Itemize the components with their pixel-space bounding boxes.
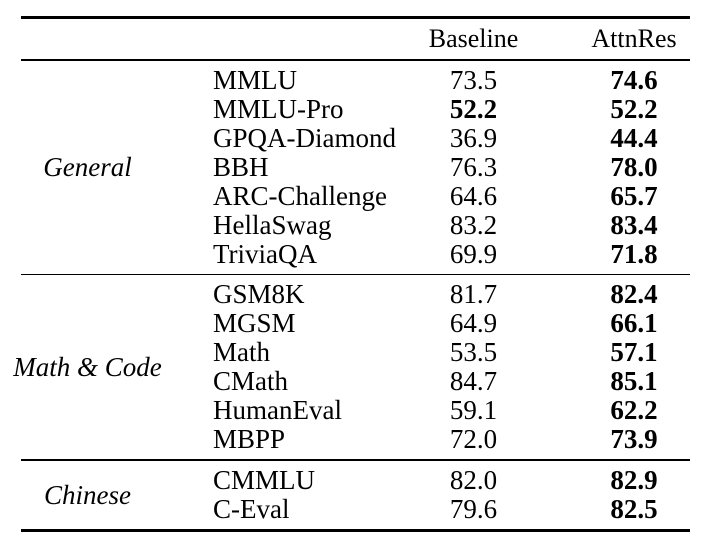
baseline-value: 72.0 [449,424,498,455]
section-separator-rule [21,459,690,462]
baseline-value: 69.9 [449,238,498,269]
baseline-value: 64.9 [449,308,498,339]
benchmark-name: GSM8K [213,279,305,310]
attnres-value: 78.0 [610,151,658,182]
baseline-value: 81.7 [449,279,498,310]
attnres-value: 71.8 [610,238,658,269]
baseline-value: 52.2 [449,93,498,124]
attnres-value: 83.4 [610,209,658,240]
table-bottom-rule [21,529,690,533]
benchmark-name: MMLU-Pro [213,93,344,124]
column-header-baseline: Baseline [428,24,519,53]
benchmark-name: GPQA-Diamond [213,122,396,153]
table-row: ARC-Challenge 64.6 65.7 [21,180,690,211]
group-label: General [43,151,132,182]
baseline-value: 79.6 [449,494,498,525]
table-row: GSM8K 81.7 82.4 [21,280,690,309]
table-row: Math 53.5 57.1 [21,338,690,367]
column-header-attnres: AttnRes [591,24,677,53]
baseline-value: 36.9 [449,122,498,153]
benchmark-name: TriviaQA [213,238,318,269]
group-label: Math & Code [13,351,162,382]
attnres-value: 82.5 [610,494,658,525]
benchmark-name: ARC-Challenge [213,180,387,211]
table-row: MMLU 73.5 74.6 [21,64,690,95]
benchmark-name: MGSM [213,308,296,339]
attnres-value: 85.1 [610,366,658,397]
baseline-value: 76.3 [449,151,498,182]
baseline-value: 84.7 [449,366,498,397]
benchmark-name: Math [213,337,270,368]
attnres-value: 44.4 [610,122,658,153]
table-header-row: Baseline AttnRes [21,19,690,59]
benchmark-name: BBH [213,151,269,182]
table-row: BBH 76.3 78.0 [21,151,690,182]
attnres-value: 82.9 [610,465,658,496]
table-row: MMLU-Pro 52.2 52.2 [21,93,690,124]
benchmark-name: CMMLU [213,465,316,496]
header-separator-rule [21,59,690,61]
attnres-value: 65.7 [610,180,658,211]
table-row: MBPP 72.0 73.9 [21,425,690,454]
benchmark-name: CMath [213,366,289,397]
benchmark-name: HellaSwag [213,209,332,240]
group-label: Chinese [44,479,131,510]
attnres-value: 52.2 [610,93,658,124]
baseline-value: 59.1 [449,395,498,426]
section-chinese: Chinese CMMLU 82.0 82.9 C-Eval 79.6 82.5 [21,461,690,529]
benchmark-results-table: Baseline AttnRes General MMLU 73.5 74.6 … [13,16,690,533]
table-top-rule [21,16,690,19]
attnres-value: 62.2 [610,395,658,426]
table-row: TriviaQA 69.9 71.8 [21,238,690,269]
section-math-code: Math & Code GSM8K 81.7 82.4 MGSM 64.9 66… [13,275,690,459]
baseline-value: 83.2 [449,209,498,240]
benchmark-name: HumanEval [213,395,342,426]
table-row: CMath 84.7 85.1 [21,367,690,396]
table-row: CMMLU 82.0 82.9 [21,466,690,495]
table-row: HellaSwag 83.2 83.4 [21,209,690,240]
section-separator-rule [21,273,690,276]
table-row: HumanEval 59.1 62.2 [21,396,690,425]
benchmark-name: MBPP [213,424,286,455]
attnres-value: 82.4 [610,279,658,310]
attnres-value: 57.1 [610,337,658,368]
attnres-value: 74.6 [610,64,658,95]
baseline-value: 82.0 [449,465,498,496]
table-row: GPQA-Diamond 36.9 44.4 [21,122,690,153]
table-row: MGSM 64.9 66.1 [21,309,690,338]
section-general: General MMLU 73.5 74.6 MMLU-Pro 52.2 52.… [21,61,690,274]
baseline-value: 64.6 [449,180,498,211]
attnres-value: 66.1 [610,308,658,339]
attnres-value: 73.9 [610,424,658,455]
benchmark-name: C-Eval [213,494,290,525]
baseline-value: 73.5 [449,64,498,95]
table-row: C-Eval 79.6 82.5 [21,495,690,524]
baseline-value: 53.5 [449,337,498,368]
benchmark-name: MMLU [213,64,298,95]
